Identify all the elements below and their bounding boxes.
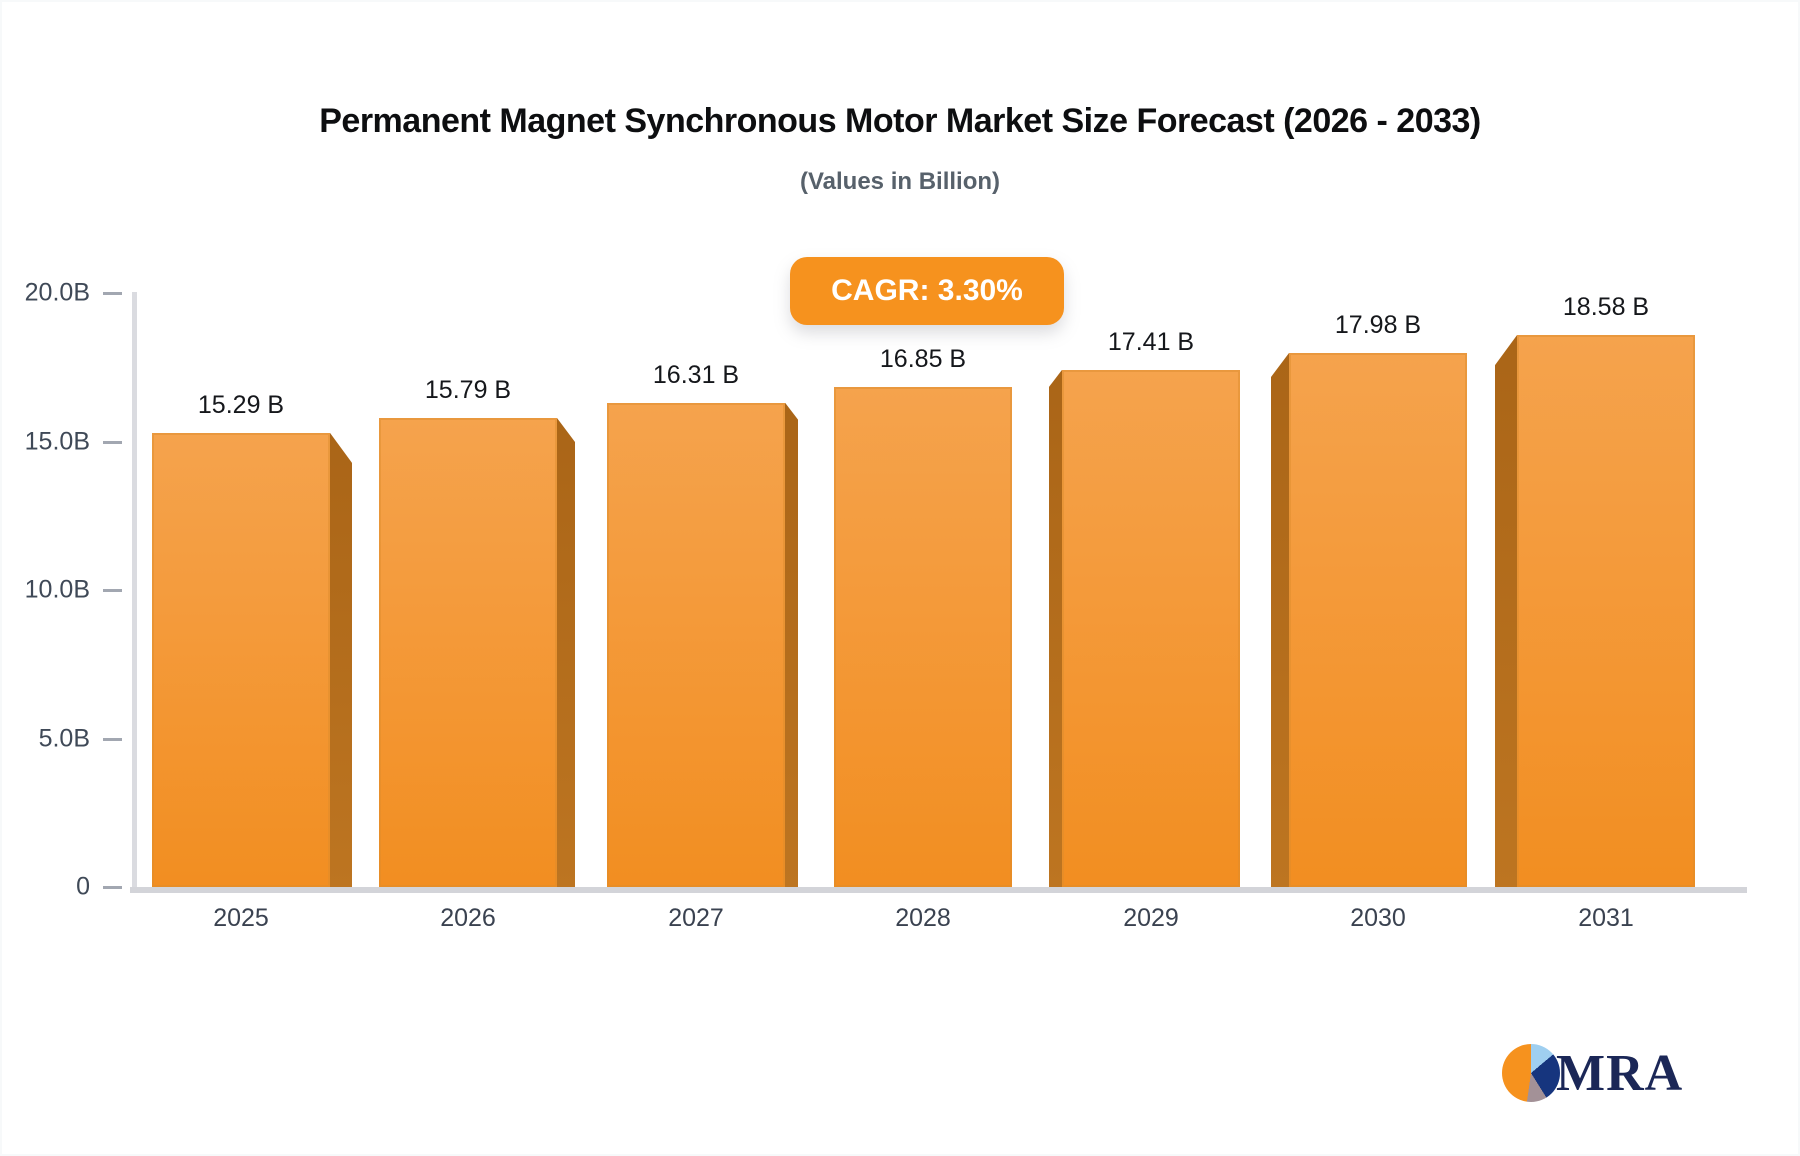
brand-name: MRA	[1556, 1044, 1684, 1102]
bar-side-3d	[1495, 335, 1517, 887]
bar-2027[interactable]	[607, 402, 785, 887]
bar-value-label: 16.31 B	[652, 360, 740, 389]
y-tick-mark	[103, 886, 122, 889]
bar-side-3d	[1271, 352, 1289, 887]
y-axis-line	[132, 292, 137, 893]
y-tick-label: 20.0B	[24, 278, 90, 307]
y-tick-mark	[103, 292, 122, 295]
bar-side-3d	[330, 432, 352, 887]
bar-2026[interactable]	[379, 418, 557, 887]
bar-value-label: 17.98 B	[1334, 310, 1422, 339]
bar-2029[interactable]	[1062, 369, 1240, 887]
y-tick-mark	[103, 737, 122, 741]
y-tick-label: 0	[76, 872, 90, 901]
bar-value-label: 18.58 B	[1562, 293, 1650, 322]
brand-logo: MRA	[1502, 1042, 1683, 1104]
y-tick-label: 10.0B	[24, 575, 90, 604]
x-axis-label-2031: 2031	[1578, 904, 1634, 932]
bar-side-3d	[557, 418, 575, 887]
chart-subtitle: (Values in Billion)	[799, 168, 1001, 195]
bar-value-label: 16.85 B	[879, 344, 967, 373]
bar-side-3d	[785, 402, 798, 887]
bar-2028[interactable]	[834, 386, 1012, 887]
x-axis-label-2029: 2029	[1123, 904, 1179, 932]
bar-2031[interactable]	[1517, 335, 1695, 887]
bar-value-label: 15.79 B	[424, 376, 512, 405]
x-axis-label-2028: 2028	[895, 904, 951, 932]
x-axis-label-2026: 2026	[440, 904, 496, 932]
x-axis-label-2025: 2025	[213, 904, 269, 932]
y-tick-mark	[103, 440, 122, 444]
cagr-badge: CAGR: 3.30%	[790, 257, 1064, 325]
chart-title: Permanent Magnet Synchronous Motor Marke…	[319, 102, 1481, 140]
y-tick-label: 15.0B	[24, 427, 90, 455]
x-axis-label-2030: 2030	[1350, 904, 1406, 932]
y-tick-label: 5.0B	[38, 724, 90, 752]
bar-2025[interactable]	[152, 432, 330, 887]
pie-chart-icon	[1502, 1044, 1560, 1102]
bar-value-label: 17.41 B	[1107, 327, 1195, 356]
bar-value-label: 15.29 B	[197, 390, 285, 419]
x-axis-line	[130, 887, 1747, 893]
bar-2030[interactable]	[1289, 352, 1467, 887]
y-tick-mark	[103, 589, 122, 592]
x-axis-label-2027: 2027	[668, 904, 724, 932]
bar-side-3d	[1049, 369, 1062, 887]
